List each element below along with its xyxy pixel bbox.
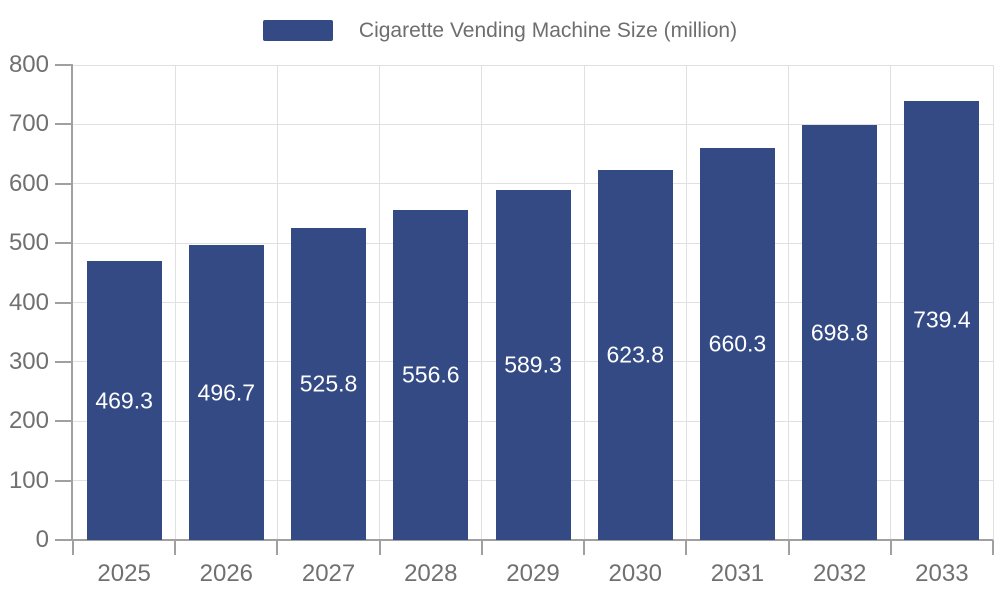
- y-axis-tick: [55, 539, 73, 541]
- bar-value-label: 469.3: [95, 387, 153, 414]
- y-tick-label: 700: [8, 110, 49, 138]
- bar-value-label: 698.8: [810, 319, 869, 346]
- y-tick-label: 300: [8, 347, 49, 375]
- bar-value-label: 739.4: [913, 306, 971, 333]
- x-axis-tick: [889, 540, 892, 555]
- bar-value-label: 589.3: [504, 351, 562, 378]
- y-axis-tick: [55, 64, 73, 66]
- bar-value-label: 525.8: [299, 370, 358, 397]
- bar[interactable]: [904, 100, 980, 540]
- y-tick-label: 500: [8, 229, 49, 257]
- x-axis-tick: [378, 540, 381, 555]
- x-axis-tick: [174, 540, 177, 555]
- gridline-vertical: [992, 65, 994, 540]
- x-axis-tick: [276, 540, 279, 555]
- y-axis-tick: [55, 360, 73, 363]
- y-tick-label: 200: [8, 407, 49, 435]
- y-tick-label: 100: [8, 466, 49, 494]
- gridline-horizontal: [73, 183, 993, 185]
- x-tick-label: 2025: [97, 560, 151, 587]
- x-axis-tick: [72, 540, 74, 555]
- y-tick-label: 0: [35, 526, 49, 553]
- bar[interactable]: [495, 190, 571, 540]
- x-axis-tick: [685, 540, 688, 555]
- gridline-vertical: [890, 65, 892, 540]
- bar[interactable]: [188, 245, 264, 540]
- x-axis-line: [71, 539, 993, 541]
- x-tick-label: 2030: [608, 560, 662, 587]
- y-axis-tick: [55, 301, 73, 304]
- x-tick-label: 2031: [710, 560, 765, 587]
- y-tick-label: 600: [8, 169, 49, 197]
- bar-value-label: 496.7: [197, 379, 256, 406]
- y-tick-label: 400: [8, 288, 49, 316]
- y-tick-label: 800: [8, 51, 49, 78]
- bar[interactable]: [393, 209, 469, 540]
- x-tick-label: 2029: [506, 560, 560, 587]
- gridline-vertical: [481, 65, 483, 540]
- y-axis-tick: [55, 182, 73, 185]
- y-axis-tick: [55, 420, 73, 423]
- x-tick-label: 2028: [404, 560, 458, 587]
- x-tick-label: 2033: [915, 560, 969, 587]
- x-tick-label: 2032: [812, 560, 867, 587]
- gridline-vertical: [276, 65, 278, 540]
- x-axis-tick: [480, 540, 483, 555]
- legend-swatch: [262, 20, 333, 41]
- bar[interactable]: [802, 125, 878, 540]
- legend[interactable]: Cigarette Vending Machine Size (million): [0, 20, 1000, 41]
- y-axis-tick: [55, 123, 73, 126]
- bar[interactable]: [699, 147, 775, 540]
- x-tick-label: 2026: [199, 560, 254, 587]
- x-axis-tick: [787, 540, 790, 555]
- gridline-vertical: [174, 65, 176, 540]
- gridline-vertical: [583, 65, 585, 540]
- bar-value-label: 623.8: [606, 341, 664, 368]
- bar[interactable]: [86, 261, 162, 540]
- bar-value-label: 660.3: [708, 330, 767, 357]
- y-axis-tick: [55, 242, 73, 245]
- x-tick-label: 2027: [301, 560, 356, 587]
- y-axis-tick: [55, 479, 73, 482]
- gridline-horizontal: [73, 64, 993, 66]
- gridline-vertical: [685, 65, 687, 540]
- gridline-horizontal: [73, 123, 993, 125]
- bar[interactable]: [597, 169, 673, 540]
- gridline-vertical: [788, 65, 790, 540]
- x-axis-tick: [583, 540, 586, 555]
- x-axis-tick: [992, 540, 994, 555]
- y-axis-line: [71, 65, 73, 541]
- bar-value-label: 556.6: [401, 361, 460, 388]
- gridline-vertical: [379, 65, 381, 540]
- legend-label: Cigarette Vending Machine Size (million): [358, 19, 738, 42]
- bar[interactable]: [291, 227, 367, 540]
